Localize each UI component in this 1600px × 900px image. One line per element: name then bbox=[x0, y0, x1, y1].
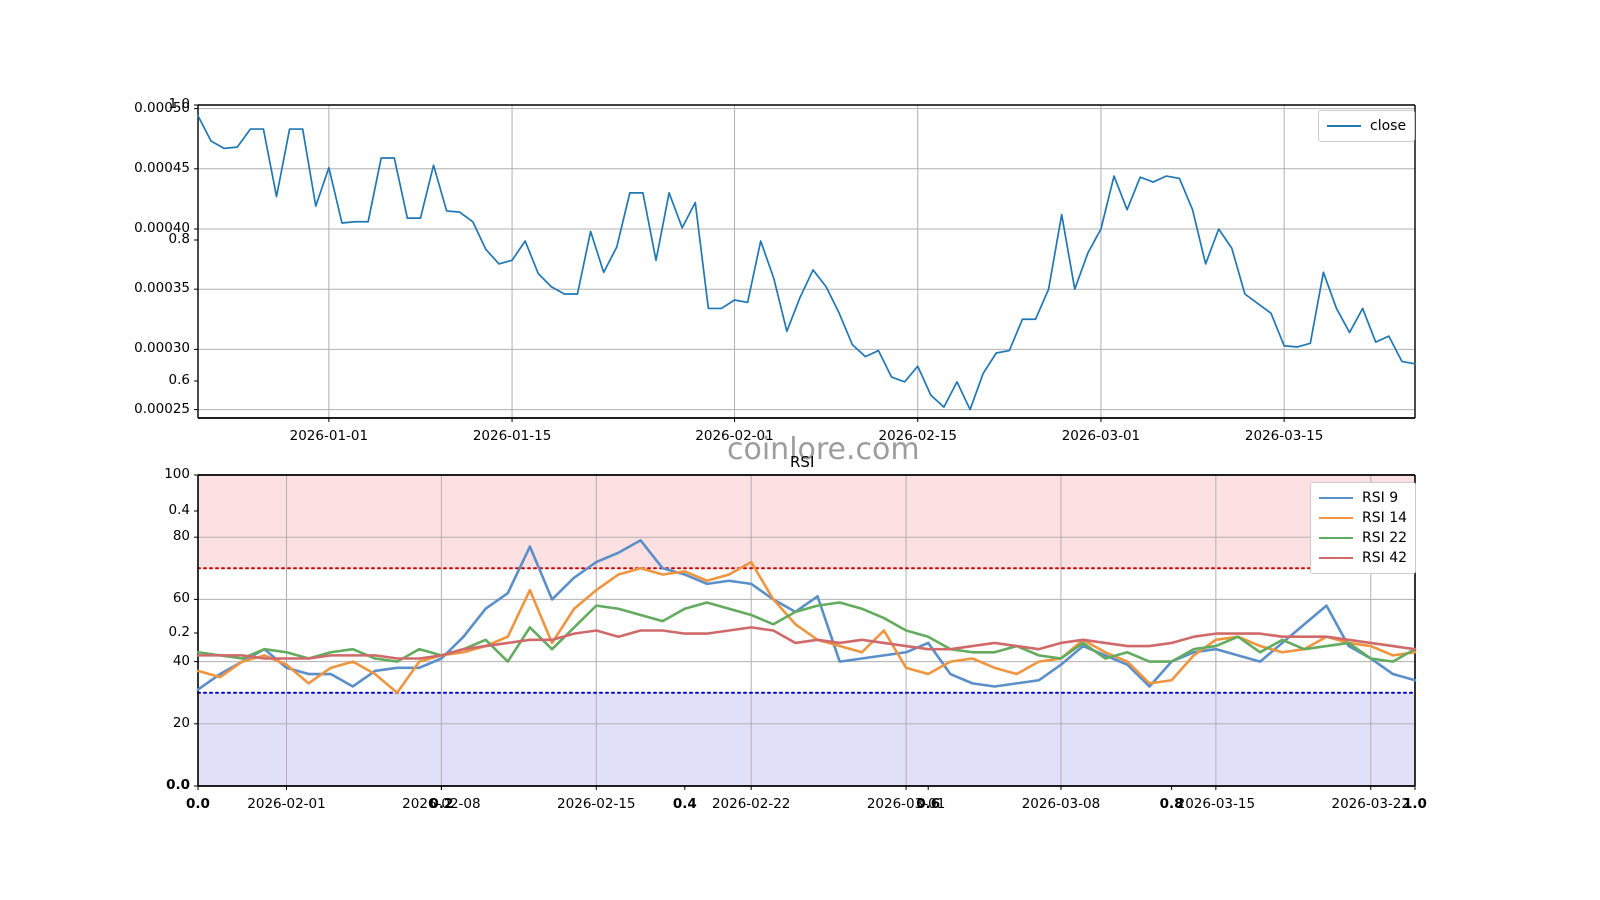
rsi-legend-item[interactable]: RSI 14 bbox=[1319, 508, 1407, 528]
legend-color-swatch-icon bbox=[1327, 125, 1361, 127]
axis-tick-label: 0 bbox=[181, 777, 190, 793]
legend-label: RSI 22 bbox=[1362, 530, 1408, 546]
price-chart-legend[interactable]: close bbox=[1318, 110, 1416, 142]
rsi-chart-legend[interactable]: RSI 9 RSI 14 RSI 22 RSI 42 bbox=[1310, 482, 1417, 574]
axis-tick-label: 2026-02-22 bbox=[711, 796, 791, 812]
axis-tick-label: 0.6 bbox=[168, 372, 190, 388]
rsi-legend-item[interactable]: RSI 9 bbox=[1319, 488, 1407, 508]
axis-tick-label: 2026-03-15 bbox=[1176, 796, 1256, 812]
axis-tick-label: 80 bbox=[172, 528, 190, 545]
axis-tick-label: 0.8 bbox=[168, 231, 190, 247]
axis-tick-label: 2026-03-01 bbox=[1061, 428, 1141, 444]
axis-tick-label: 0.00040 bbox=[134, 219, 190, 236]
axis-tick-label: 0.0 bbox=[186, 796, 210, 812]
rsi-panel-title: RSI bbox=[790, 453, 815, 471]
axis-tick-label: 40 bbox=[172, 652, 190, 669]
axis-tick-label: 0.6 bbox=[916, 796, 941, 812]
axis-tick-label: 1.0 bbox=[168, 96, 190, 112]
axis-tick-label: 60 bbox=[172, 590, 190, 607]
axis-tick-label: 2026-02-01 bbox=[695, 428, 774, 444]
legend-label: close bbox=[1370, 118, 1407, 134]
rsi-line-2 bbox=[196, 560, 1417, 694]
axis-tick-label: 0.2 bbox=[168, 624, 190, 640]
axis-tick-label: 2026-02-08 bbox=[402, 796, 481, 812]
axis-tick-label: 0.00045 bbox=[134, 159, 190, 176]
watermark-text: coinlore.com bbox=[727, 432, 920, 467]
legend-color-swatch-icon bbox=[1319, 557, 1353, 559]
axis-tick-label: 2026-03-15 bbox=[1244, 428, 1324, 444]
axis-tick-label: 100 bbox=[164, 466, 190, 482]
legend-label: RSI 42 bbox=[1362, 550, 1408, 566]
rsi-line-1 bbox=[196, 539, 1417, 691]
axis-tick-label: 2026-03-08 bbox=[1021, 796, 1101, 812]
rsi-line-4 bbox=[196, 626, 1417, 660]
axis-tick-label: 20 bbox=[172, 714, 190, 731]
axis-tick-label: 2026-03-01 bbox=[866, 796, 946, 812]
axis-tick-label: 2026-02-15 bbox=[878, 428, 957, 444]
axis-tick-label: 0.00025 bbox=[134, 400, 190, 417]
axis-tick-label: 0.4 bbox=[168, 502, 190, 518]
axis-tick-label: 0.00030 bbox=[134, 340, 190, 357]
axis-tick-label: 2026-02-15 bbox=[557, 796, 636, 812]
axis-tick-label: 0.4 bbox=[672, 796, 697, 812]
rsi-legend-item[interactable]: RSI 42 bbox=[1319, 548, 1407, 568]
axis-tick-label: 0.2 bbox=[429, 796, 454, 812]
legend-color-swatch-icon bbox=[1319, 517, 1353, 519]
axis-tick-label: 2026-02-01 bbox=[247, 796, 326, 812]
axis-tick-label: 2026-01-15 bbox=[472, 428, 552, 444]
legend-label: RSI 9 bbox=[1362, 490, 1399, 506]
rsi-legend-item[interactable]: RSI 22 bbox=[1319, 528, 1407, 548]
axis-tick-label: 1.0 bbox=[1403, 796, 1427, 812]
legend-label: RSI 14 bbox=[1362, 510, 1408, 526]
axis-tick-label: 0.00035 bbox=[134, 280, 190, 297]
axis-tick-label: 2026-03-22 bbox=[1331, 796, 1410, 812]
legend-color-swatch-icon bbox=[1319, 497, 1353, 499]
legend-color-swatch-icon bbox=[1319, 537, 1353, 539]
axis-tick-label: 2026-01-01 bbox=[289, 428, 369, 444]
axis-tick-label: 0.0 bbox=[166, 777, 190, 793]
axis-tick-label: 0.8 bbox=[1159, 796, 1184, 812]
close-price-line bbox=[197, 114, 1416, 411]
axis-tick-label: 0.00050 bbox=[134, 99, 190, 116]
price-legend-item[interactable]: close bbox=[1327, 116, 1406, 136]
